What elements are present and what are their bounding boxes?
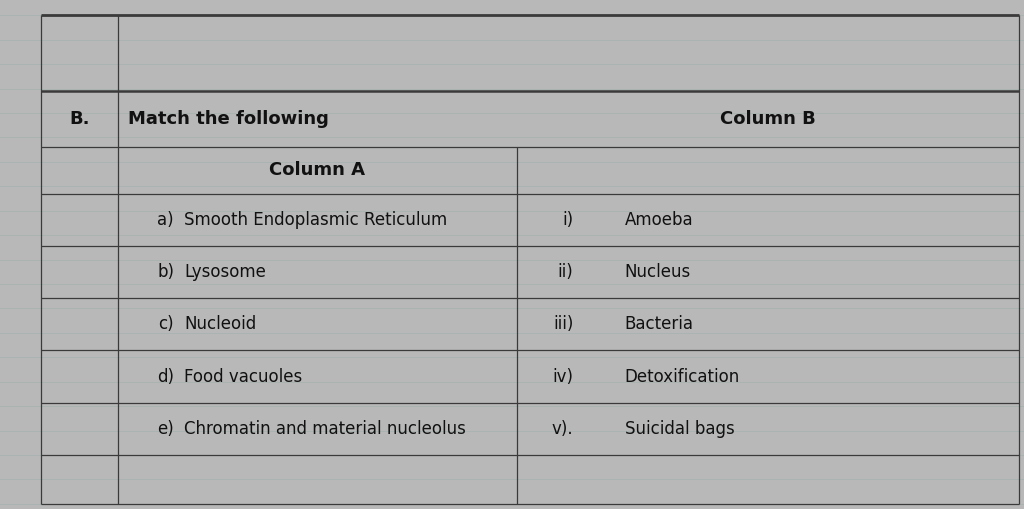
Text: v).: v). <box>552 420 573 438</box>
Text: Detoxification: Detoxification <box>625 367 740 386</box>
Text: b): b) <box>157 263 174 281</box>
Text: d): d) <box>157 367 174 386</box>
Text: ii): ii) <box>558 263 573 281</box>
Text: a): a) <box>158 211 174 229</box>
Text: Chromatin and material nucleolus: Chromatin and material nucleolus <box>184 420 466 438</box>
Text: Column A: Column A <box>269 161 366 179</box>
Text: c): c) <box>159 316 174 333</box>
Text: Suicidal bags: Suicidal bags <box>625 420 734 438</box>
Text: Match the following: Match the following <box>128 110 329 128</box>
Text: i): i) <box>562 211 573 229</box>
Text: Column B: Column B <box>720 110 816 128</box>
Text: Nucleus: Nucleus <box>625 263 691 281</box>
Text: Amoeba: Amoeba <box>625 211 693 229</box>
Text: Smooth Endoplasmic Reticulum: Smooth Endoplasmic Reticulum <box>184 211 447 229</box>
Text: Nucleoid: Nucleoid <box>184 316 257 333</box>
Text: B.: B. <box>69 110 90 128</box>
Text: Lysosome: Lysosome <box>184 263 266 281</box>
Text: iv): iv) <box>552 367 573 386</box>
Text: iii): iii) <box>553 316 573 333</box>
Text: e): e) <box>158 420 174 438</box>
Text: Food vacuoles: Food vacuoles <box>184 367 302 386</box>
Text: Bacteria: Bacteria <box>625 316 693 333</box>
